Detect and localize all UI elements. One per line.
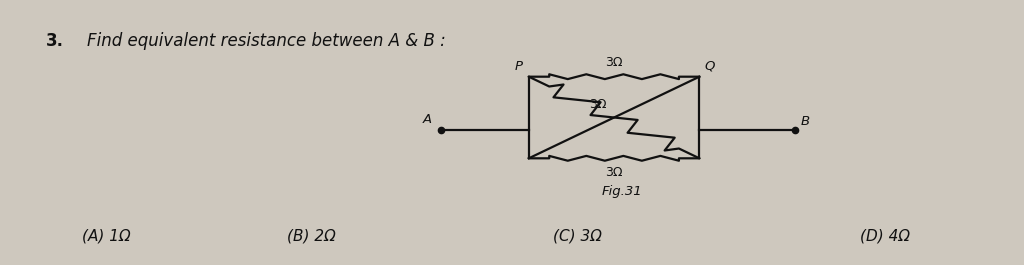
Text: Find equivalent resistance between A & B :: Find equivalent resistance between A & B…: [87, 32, 445, 50]
Text: B: B: [801, 115, 810, 128]
Text: (B) 2Ω: (B) 2Ω: [287, 229, 336, 244]
Text: A: A: [423, 113, 432, 126]
Text: 3Ω: 3Ω: [605, 166, 623, 179]
Text: 3.: 3.: [46, 32, 65, 50]
Text: 3Ω: 3Ω: [590, 98, 607, 111]
Text: (A) 1Ω: (A) 1Ω: [82, 229, 130, 244]
Text: (D) 4Ω: (D) 4Ω: [860, 229, 910, 244]
Text: Q: Q: [705, 60, 715, 73]
Text: (C) 3Ω: (C) 3Ω: [553, 229, 602, 244]
Text: Fig.31: Fig.31: [602, 185, 642, 198]
Text: P: P: [514, 60, 522, 73]
Text: 3Ω: 3Ω: [605, 56, 623, 69]
